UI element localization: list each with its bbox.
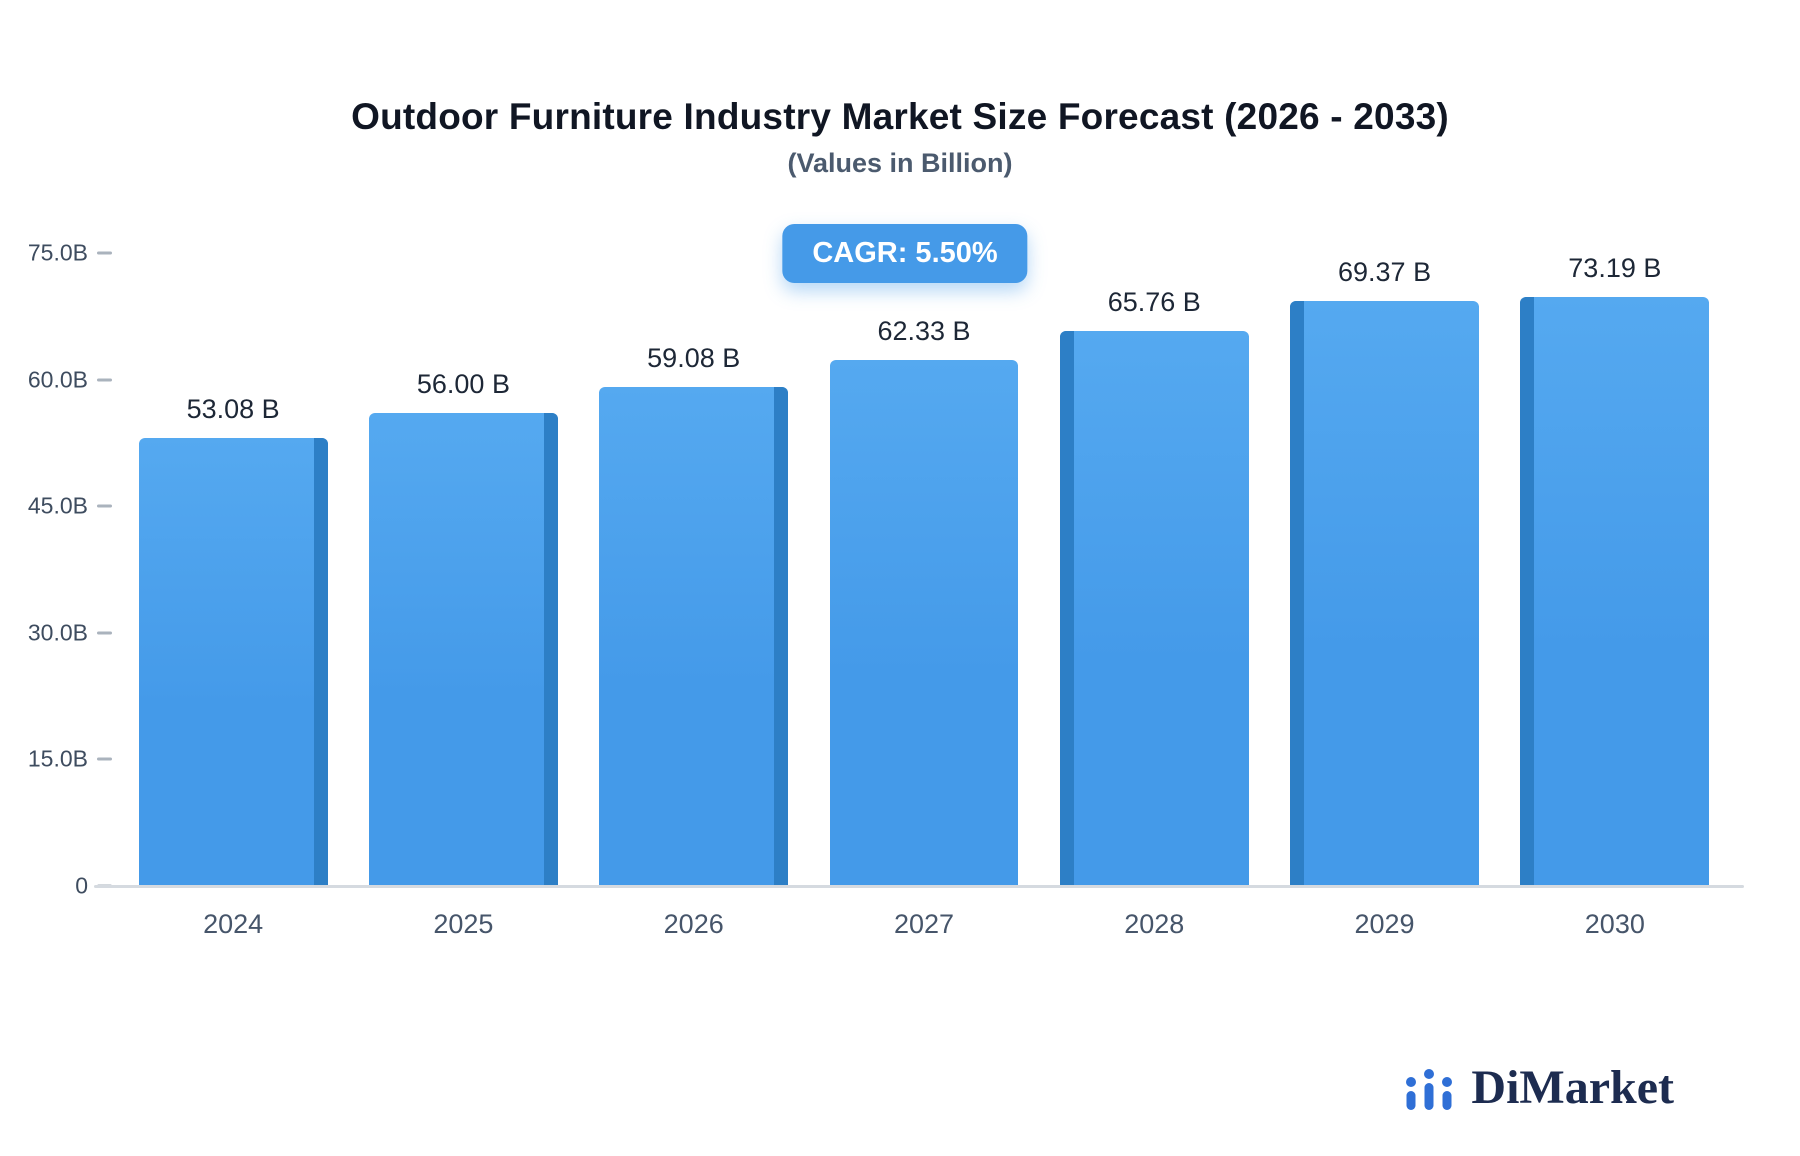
x-axis-label: 2026	[663, 909, 724, 939]
x-axis-label: 2028	[1124, 909, 1185, 939]
chart-subtitle: (Values in Billion)	[787, 148, 1013, 178]
y-axis-tick-mark	[97, 631, 112, 635]
y-axis-tick-label: 15.0B	[27, 745, 88, 772]
y-axis-tick-label: 75.0B	[27, 239, 88, 266]
chart-title: Outdoor Furniture Industry Market Size F…	[351, 96, 1449, 137]
y-axis-tick: 60.0B	[0, 366, 112, 393]
x-axis-label: 2024	[203, 909, 264, 939]
bar-value-label: 56.00 B	[416, 369, 510, 400]
bar-group: 69.37 B 2029	[1269, 253, 1499, 939]
y-axis-tick-mark	[97, 251, 112, 255]
x-axis-label: 2027	[893, 909, 955, 939]
logo-text: DiMarket	[1471, 1061, 1674, 1114]
x-axis-label: 2025	[433, 909, 494, 939]
y-axis-tick-mark	[97, 504, 112, 508]
x-axis-label: 2030	[1584, 909, 1645, 939]
y-axis-tick: 30.0B	[0, 619, 112, 646]
bar	[138, 438, 328, 886]
brand-logo: DiMarket	[1403, 1058, 1674, 1112]
bar	[829, 359, 1019, 886]
x-axis-label: 2029	[1354, 909, 1415, 939]
x-axis-line	[94, 885, 1744, 888]
y-axis-tick-label: 60.0B	[27, 366, 88, 393]
plot-area: 0 15.0B 30.0B 45.0B 60.0B 75.0B 53.08 B 2024 56…	[28, 240, 1744, 939]
bar-value-label: 69.37 B	[1338, 256, 1432, 287]
bar-value-label: 62.33 B	[877, 315, 971, 346]
y-axis: 0 15.0B 30.0B 45.0B 60.0B 75.0B	[28, 240, 1730, 899]
y-axis-tick: 15.0B	[0, 746, 112, 773]
bar-value-label: 65.76 B	[1107, 287, 1201, 317]
bar	[369, 413, 558, 886]
bar	[599, 387, 789, 886]
bar-group: 73.19 B 2030	[1500, 253, 1730, 939]
y-axis-tick-label: 45.0B	[27, 492, 88, 519]
bar	[1520, 297, 1710, 886]
bar	[1059, 331, 1249, 886]
bars-container: 53.08 B 2024 56.00 B 2025 59.08 B 2026 62.33 B…	[118, 253, 1730, 939]
cagr-badge: CAGR: 5.50%	[782, 224, 1028, 283]
bar-group: 53.08 B 2024	[118, 253, 348, 939]
y-axis-tick-label: 0	[75, 872, 88, 899]
logo-icon	[1406, 1069, 1453, 1110]
bar-group: 59.08 B 2026	[579, 253, 809, 939]
bar-group: 65.76 B 2028	[1039, 253, 1269, 939]
y-axis-tick: 45.0B	[0, 493, 112, 520]
bar	[1290, 300, 1479, 887]
y-axis-tick-label: 30.0B	[27, 619, 88, 646]
bar-value-label: 73.19 B	[1568, 253, 1662, 283]
bar-group: 56.00 B 2025	[348, 253, 578, 939]
bar-value-label: 53.08 B	[186, 394, 280, 425]
y-axis-tick-mark	[97, 378, 112, 382]
bar-group: 62.33 B 2027	[809, 253, 1039, 939]
bar-value-label: 59.08 B	[647, 343, 741, 374]
y-axis-tick: 75.0B	[0, 240, 112, 267]
y-axis-tick-mark	[97, 757, 112, 761]
